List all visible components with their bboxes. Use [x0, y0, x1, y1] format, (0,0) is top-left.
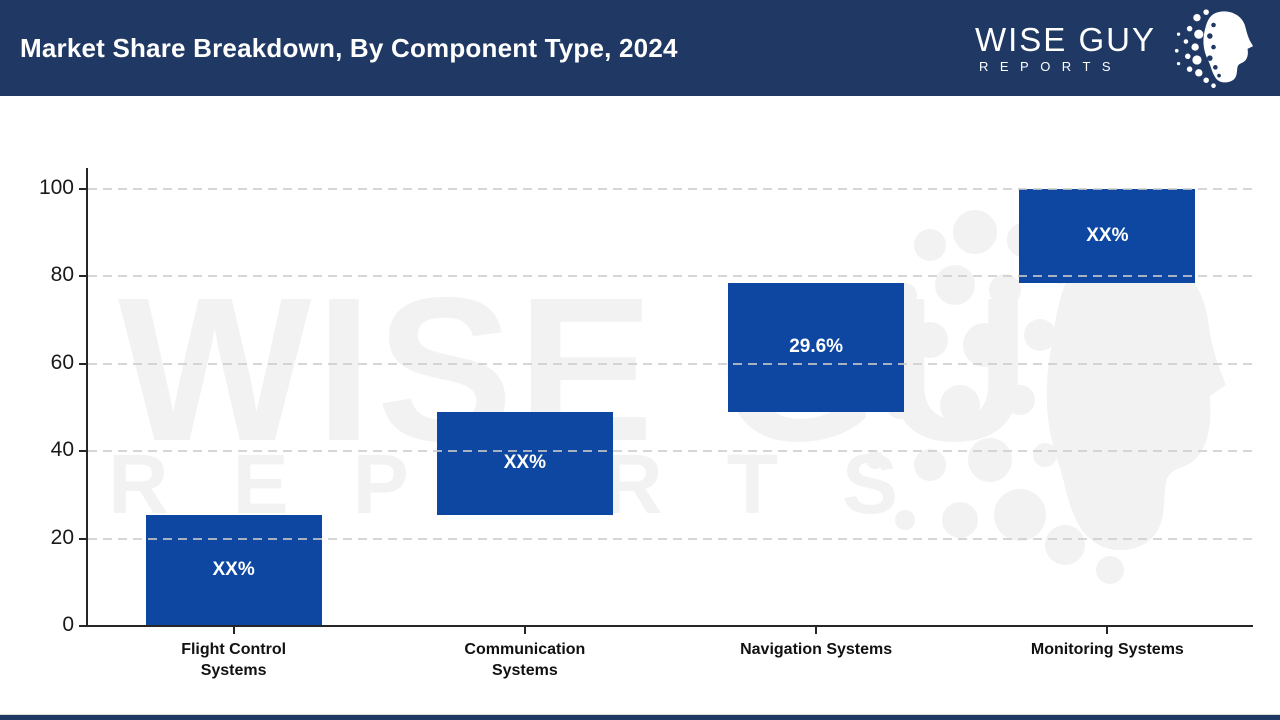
watermark-dotted-head [866, 210, 1226, 584]
x-tick-navigation-systems [815, 627, 818, 634]
y-tick-0 [79, 625, 87, 627]
y-tick-100 [79, 188, 87, 190]
bar-value-label-communication-systems: XX% [503, 452, 546, 474]
y-tick-60 [79, 362, 87, 365]
bar-navigation-systems: 29.6% [728, 282, 905, 412]
wise-guy-reports-logo: WISE GUY REPORTS [975, 6, 1254, 90]
chart-title: Market Share Breakdown, By Component Typ… [20, 32, 678, 63]
y-tick-label-60: 60 [50, 350, 74, 374]
gridline-60 [88, 362, 1253, 365]
y-tick-label-80: 80 [50, 263, 74, 287]
y-tick-label-0: 0 [62, 613, 74, 636]
logo-text: WISE GUY REPORTS [975, 23, 1156, 74]
y-tick-80 [79, 275, 87, 278]
bar-monitoring-systems: XX% [1019, 189, 1196, 283]
bar-communication-systems: XX% [436, 411, 613, 515]
header-bar: Market Share Breakdown, By Component Typ… [0, 0, 1280, 96]
x-tick-flight-control-systems [232, 627, 235, 634]
gridline-40 [88, 450, 1253, 453]
logo-dotted-head-icon [1174, 9, 1254, 89]
bar-value-label-flight-control-systems: XX% [212, 559, 255, 581]
x-tick-monitoring-systems [1106, 627, 1109, 634]
x-category-label-flight-control-systems: Flight Control Systems [181, 641, 287, 679]
y-axis-line [86, 168, 88, 627]
x-category-label-monitoring-systems: Monitoring Systems [1030, 641, 1184, 658]
x-tick-communication-systems [523, 627, 526, 634]
x-category-label-communication-systems: Communication Systems [464, 641, 586, 679]
x-axis-line [86, 625, 1253, 627]
logo-wordmark: WISE GUY [974, 20, 1156, 58]
y-tick-20 [79, 537, 87, 540]
gridline-100 [88, 188, 1253, 190]
bar-flight-control-systems: XX% [145, 514, 322, 626]
gridline-20 [88, 537, 1253, 540]
bar-value-label-navigation-systems: 29.6% [789, 336, 844, 358]
logo-subtitle: REPORTS [978, 58, 1123, 74]
bar-value-label-monitoring-systems: XX% [1086, 224, 1129, 246]
y-tick-40 [79, 450, 87, 453]
y-tick-label-100: 100 [38, 176, 74, 199]
y-tick-label-20: 20 [50, 525, 74, 549]
footer-bar [0, 714, 1280, 720]
y-tick-label-40: 40 [50, 438, 74, 462]
x-category-label-navigation-systems: Navigation Systems [740, 641, 893, 658]
gridline-80 [88, 275, 1253, 278]
